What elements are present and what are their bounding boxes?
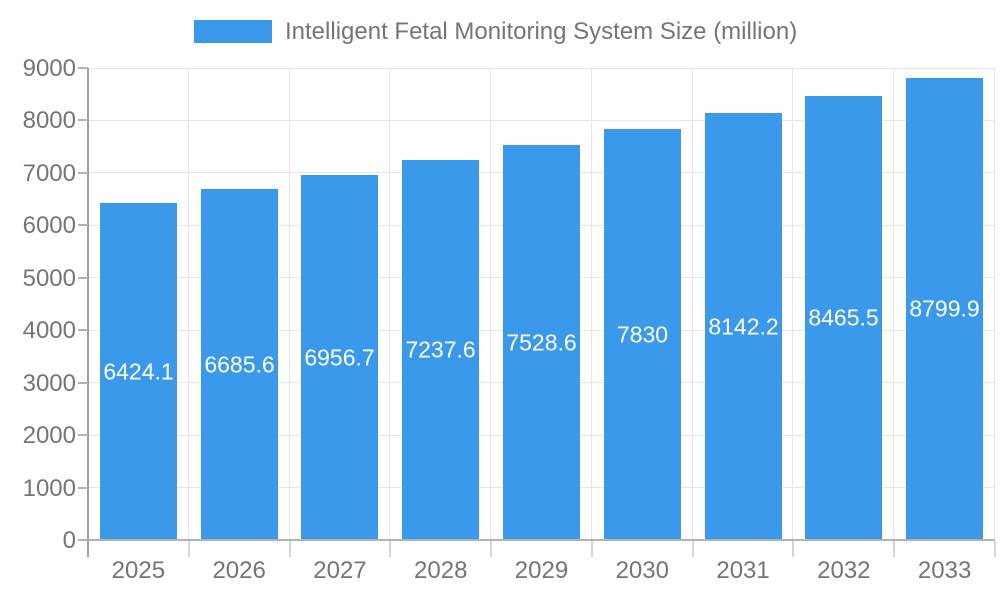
y-axis-line: [87, 68, 89, 557]
gridline-vertical: [389, 68, 390, 540]
gridline-horizontal: [88, 67, 995, 69]
bar-value-label: 8142.2: [708, 313, 779, 339]
y-axis-label: 5000: [22, 264, 76, 292]
y-axis-label: 2000: [22, 422, 76, 450]
gridline-vertical: [591, 68, 592, 540]
x-axis-label: 2030: [615, 557, 669, 584]
bar[interactable]: [301, 175, 378, 540]
bar[interactable]: [201, 189, 278, 540]
bar[interactable]: [402, 160, 479, 540]
bar-value-label: 6685.6: [204, 351, 275, 377]
bar[interactable]: [100, 203, 177, 540]
bar[interactable]: [805, 96, 882, 540]
bar[interactable]: [604, 129, 681, 540]
gridline-vertical: [893, 68, 894, 540]
x-axis-label: 2028: [414, 557, 468, 584]
x-axis-tick: [792, 541, 794, 557]
bar-value-label: 7237.6: [405, 336, 476, 363]
bar[interactable]: [705, 113, 782, 540]
y-axis-tick: [78, 486, 88, 489]
gridline-vertical: [692, 68, 693, 540]
y-axis-tick: [78, 119, 88, 122]
gridline-horizontal: [88, 119, 995, 121]
gridline-vertical: [994, 68, 995, 540]
x-axis-tick: [490, 541, 492, 557]
legend[interactable]: Intelligent Fetal Monitoring System Size…: [194, 17, 798, 45]
y-axis-tick: [78, 329, 88, 332]
y-axis-label: 4000: [22, 317, 76, 345]
bar-value-label: 7830: [616, 321, 669, 347]
x-axis-label: 2029: [514, 557, 569, 584]
gridline-vertical: [188, 68, 189, 540]
gridline-vertical: [792, 68, 793, 540]
x-axis-label: 2025: [111, 557, 166, 584]
plot-area: 6424.1 6685.6 6956.7 7237.6 7528.6 7830 8142.2…: [88, 67, 995, 540]
y-axis-tick: [78, 434, 88, 437]
x-axis-label: 2026: [212, 557, 266, 584]
y-axis-label: 8000: [22, 107, 76, 135]
y-axis-tick: [78, 171, 88, 174]
y-axis-tick: [78, 224, 88, 227]
y-axis-label: 3000: [22, 369, 76, 397]
y-axis-label: 1000: [22, 474, 76, 502]
bar[interactable]: [503, 145, 580, 540]
x-axis-tick: [188, 541, 190, 557]
y-axis-label: 6000: [22, 212, 76, 240]
bar[interactable]: [906, 78, 983, 540]
x-axis-label: 2032: [817, 557, 871, 584]
y-axis-label: 7000: [22, 159, 76, 187]
bar-value-label: 6424.1: [103, 358, 174, 384]
bar-value-label: 8799.9: [909, 295, 980, 322]
x-axis-tick: [591, 541, 593, 557]
y-axis-label: 0: [62, 527, 76, 554]
x-axis-tick: [994, 541, 996, 557]
gridline-vertical: [289, 68, 290, 540]
bar-value-label: 8465.5: [808, 304, 879, 331]
bar-value-label: 7528.6: [506, 329, 577, 355]
x-axis-label: 2033: [917, 557, 972, 584]
bar-value-label: 6956.7: [304, 344, 375, 370]
y-axis-tick: [78, 539, 88, 541]
x-axis-label: 2031: [716, 557, 770, 584]
x-axis-baseline: [88, 539, 995, 541]
x-axis-tick: [289, 541, 291, 557]
y-axis-label: 9000: [22, 55, 76, 82]
x-axis-tick: [692, 541, 694, 557]
y-axis-tick: [78, 381, 88, 384]
y-axis-tick: [78, 276, 88, 279]
x-axis-label: 2027: [313, 557, 367, 584]
legend-swatch: [194, 20, 272, 43]
x-axis-tick: [389, 541, 391, 557]
x-axis-tick: [893, 541, 895, 557]
gridline-vertical: [490, 68, 491, 540]
y-axis-tick: [78, 67, 88, 69]
legend-label: Intelligent Fetal Monitoring System Size…: [285, 17, 798, 45]
